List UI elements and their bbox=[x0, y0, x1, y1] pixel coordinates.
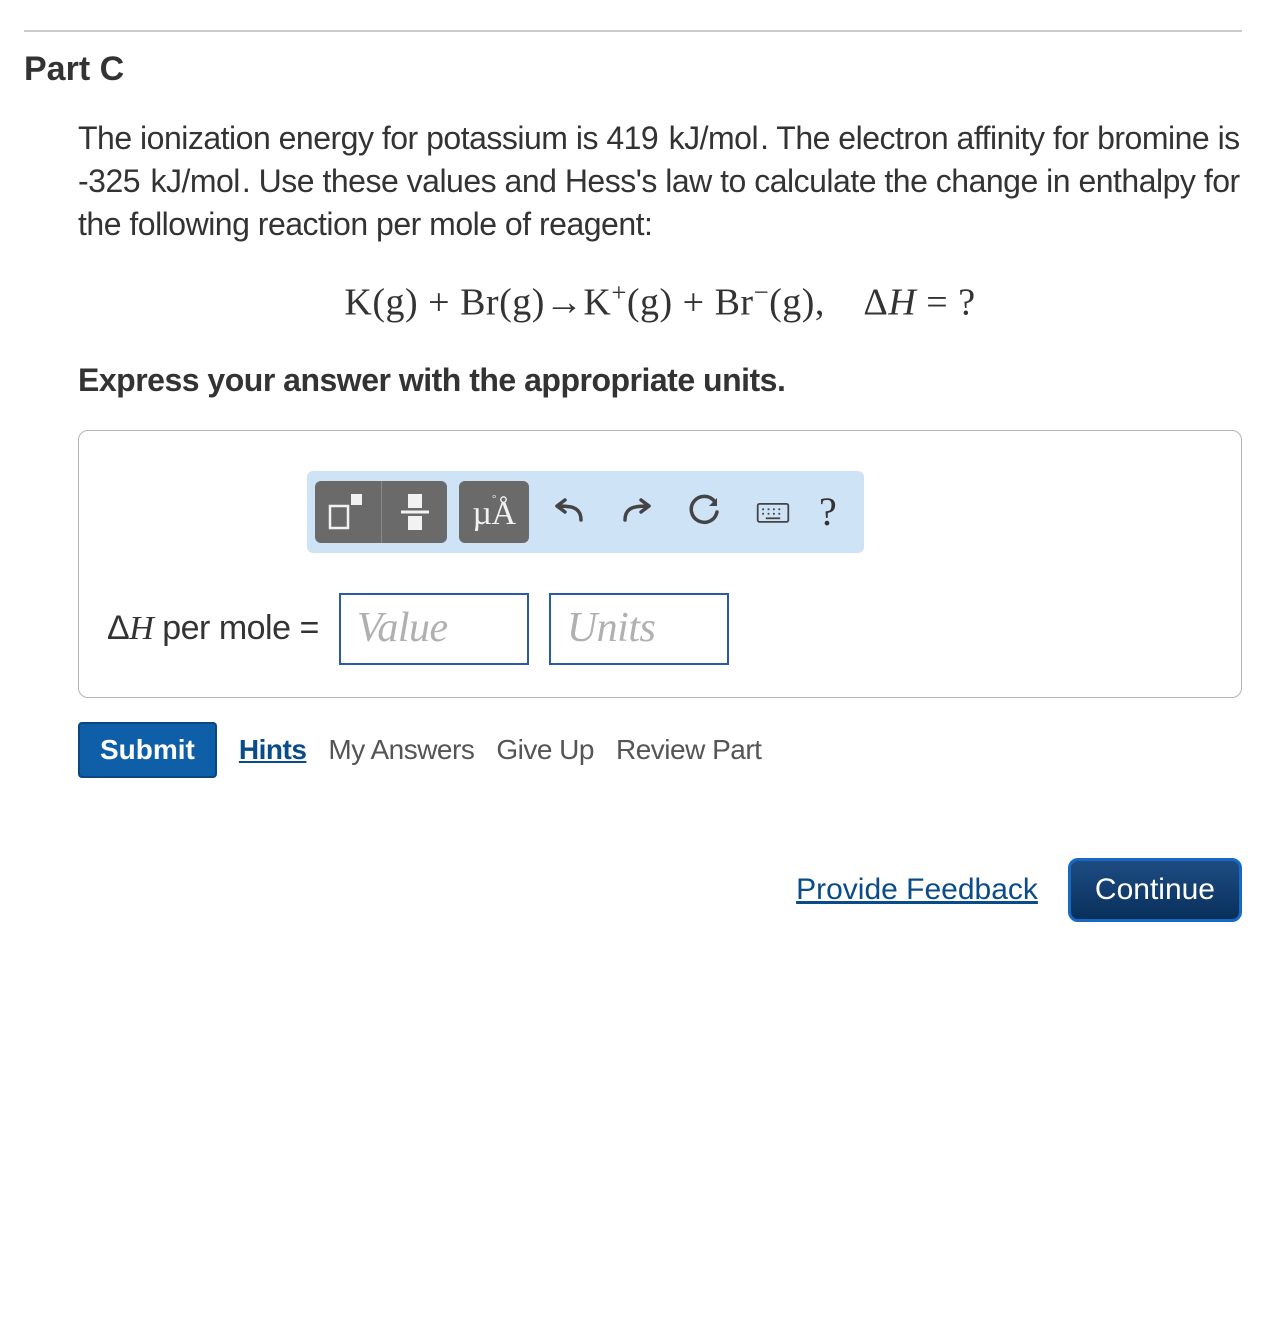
q-text-4: Use these values and Hess's law to calcu… bbox=[78, 163, 1240, 242]
redo-button[interactable] bbox=[609, 484, 665, 540]
provide-feedback-link[interactable]: Provide Feedback bbox=[796, 873, 1038, 907]
unit-1: kJ/mol bbox=[667, 120, 760, 156]
reaction-equation: K(g) + Br(g)→K+(g) + Br−(g), ΔH = ? bbox=[78, 275, 1242, 329]
q-text-1: The ionization energy for potassium is 4… bbox=[78, 120, 667, 156]
reset-button[interactable] bbox=[677, 484, 733, 540]
action-bar: Submit Hints My Answers Give Up Review P… bbox=[78, 722, 1242, 778]
undo-button[interactable] bbox=[541, 484, 597, 540]
template-buttons bbox=[315, 481, 447, 543]
template-exponent-button[interactable] bbox=[315, 481, 381, 543]
rx-left: K(g) + Br(g)→K bbox=[344, 281, 611, 323]
question-text: The ionization energy for potassium is 4… bbox=[78, 117, 1242, 247]
mu-a-label: µÅ bbox=[472, 500, 515, 529]
rx-sup2: − bbox=[754, 277, 770, 307]
answer-instruction: Express your answer with the appropriate… bbox=[78, 359, 1242, 402]
rx-h: H bbox=[888, 281, 916, 323]
my-answers-link[interactable]: My Answers bbox=[328, 731, 474, 769]
answer-label: ΔH per mole = bbox=[107, 606, 319, 652]
rx-mid1: (g) + Br bbox=[627, 281, 754, 323]
answer-row: ΔH per mole = Value Units bbox=[107, 593, 1213, 665]
q-text-3: . bbox=[242, 163, 250, 199]
h-symbol: H bbox=[129, 610, 153, 647]
continue-button[interactable]: Continue bbox=[1068, 858, 1242, 922]
unit-2: kJ/mol bbox=[148, 163, 241, 199]
value-input[interactable]: Value bbox=[339, 593, 529, 665]
review-part-link[interactable]: Review Part bbox=[616, 731, 761, 769]
question-body: The ionization energy for potassium is 4… bbox=[78, 117, 1242, 778]
special-chars-button[interactable]: ° µÅ bbox=[459, 481, 529, 543]
hints-link[interactable]: Hints bbox=[239, 731, 307, 769]
delta-symbol: Δ bbox=[107, 609, 129, 647]
submit-button[interactable]: Submit bbox=[78, 722, 217, 778]
rx-sup1: + bbox=[611, 277, 627, 307]
page-footer: Provide Feedback Continue bbox=[24, 858, 1242, 922]
give-up-link[interactable]: Give Up bbox=[496, 731, 594, 769]
template-fraction-button[interactable] bbox=[381, 481, 447, 543]
equation-toolbar: ° µÅ bbox=[307, 471, 864, 553]
part-title: Part C bbox=[24, 30, 1242, 89]
keyboard-button[interactable] bbox=[745, 484, 801, 540]
help-button[interactable]: ? bbox=[813, 485, 842, 539]
answer-panel: ° µÅ bbox=[78, 430, 1242, 698]
per-mole-text: per mole = bbox=[153, 609, 319, 647]
rx-eq: = ? bbox=[916, 281, 975, 323]
rx-mid2: (g), Δ bbox=[769, 281, 888, 323]
units-input[interactable]: Units bbox=[549, 593, 729, 665]
